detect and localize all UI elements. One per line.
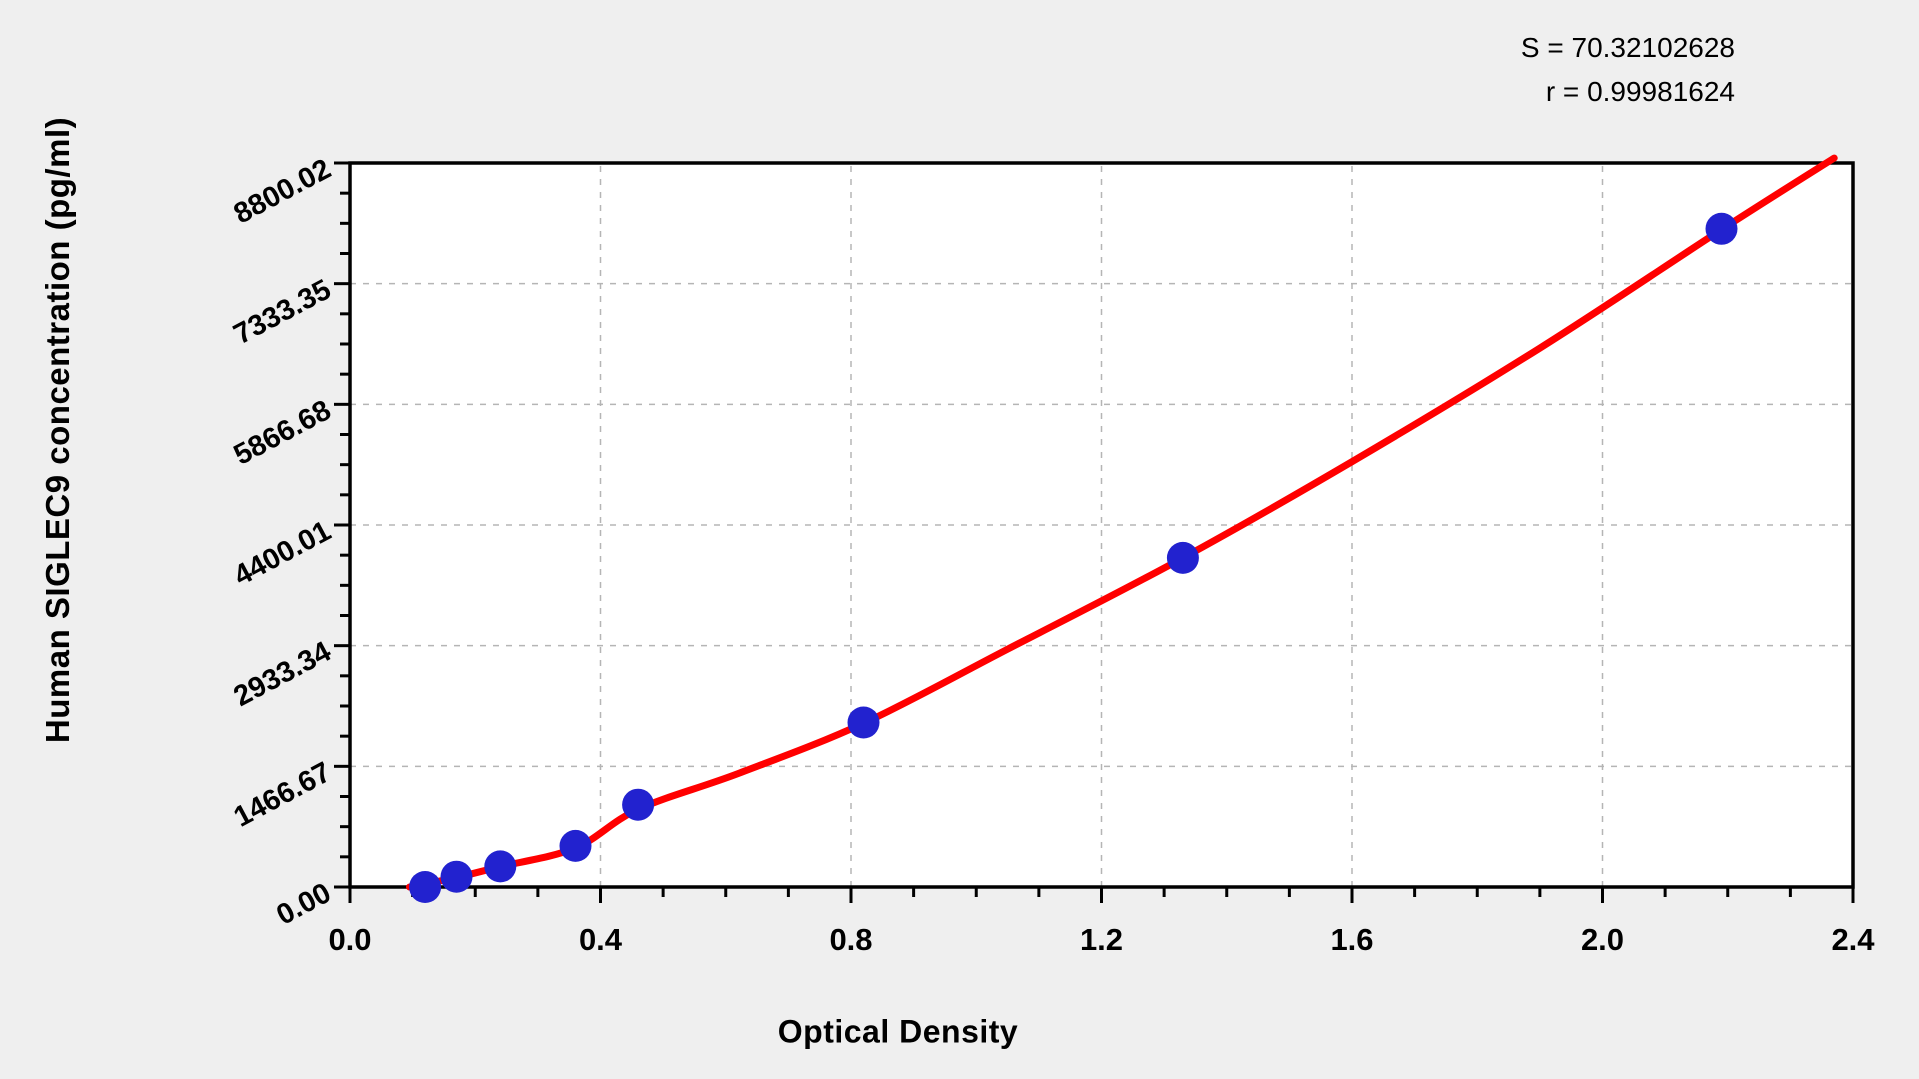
- data-point: [847, 706, 880, 739]
- y-tick-label: 8800.02: [229, 153, 337, 230]
- y-tick-label: 1466.67: [229, 756, 337, 833]
- x-axis-title: Optical Density: [777, 1013, 1019, 1050]
- y-tick-label: 4400.01: [229, 515, 337, 592]
- y-axis-title: Human SIGLEC9 concentration (pg/ml): [39, 116, 76, 744]
- y-tick-labels: 0.00 1466.67 2933.34 4400.01 5866.68 7333.35 8…: [229, 153, 337, 932]
- fitted-curve: [406, 154, 1838, 891]
- x-tick-label: 1.6: [1330, 922, 1373, 957]
- s-value-text: S = 70.32102628: [1520, 32, 1735, 63]
- x-tick-label: 0.8: [829, 922, 872, 957]
- data-point: [484, 850, 517, 883]
- data-points: [409, 212, 1738, 903]
- data-point: [409, 871, 442, 903]
- y-tick-label: 2933.34: [229, 636, 337, 713]
- data-point: [559, 829, 592, 862]
- data-point: [1705, 212, 1738, 245]
- x-tick-label: 0.0: [328, 922, 371, 957]
- data-point: [440, 860, 473, 893]
- x-tick-label: 2.4: [1831, 922, 1875, 957]
- y-tick-label: 7333.35: [229, 274, 337, 351]
- data-point: [622, 788, 655, 821]
- grid-lines: [350, 163, 1853, 887]
- x-tick-label: 2.0: [1581, 922, 1624, 957]
- x-tick-label: 0.4: [579, 922, 623, 957]
- y-tick-label: 5866.68: [229, 394, 337, 471]
- fit-statistics: S = 70.32102628 r = 0.99981624: [1521, 26, 1735, 114]
- x-tick-labels: 0.0 0.4 0.8 1.2 1.6 2.0 2.4: [328, 922, 1875, 957]
- x-tick-label: 1.2: [1080, 922, 1123, 957]
- r-value-text: r = 0.99981624: [1545, 76, 1735, 107]
- y-tick-label: 0.00: [271, 877, 336, 932]
- data-point: [1166, 541, 1199, 574]
